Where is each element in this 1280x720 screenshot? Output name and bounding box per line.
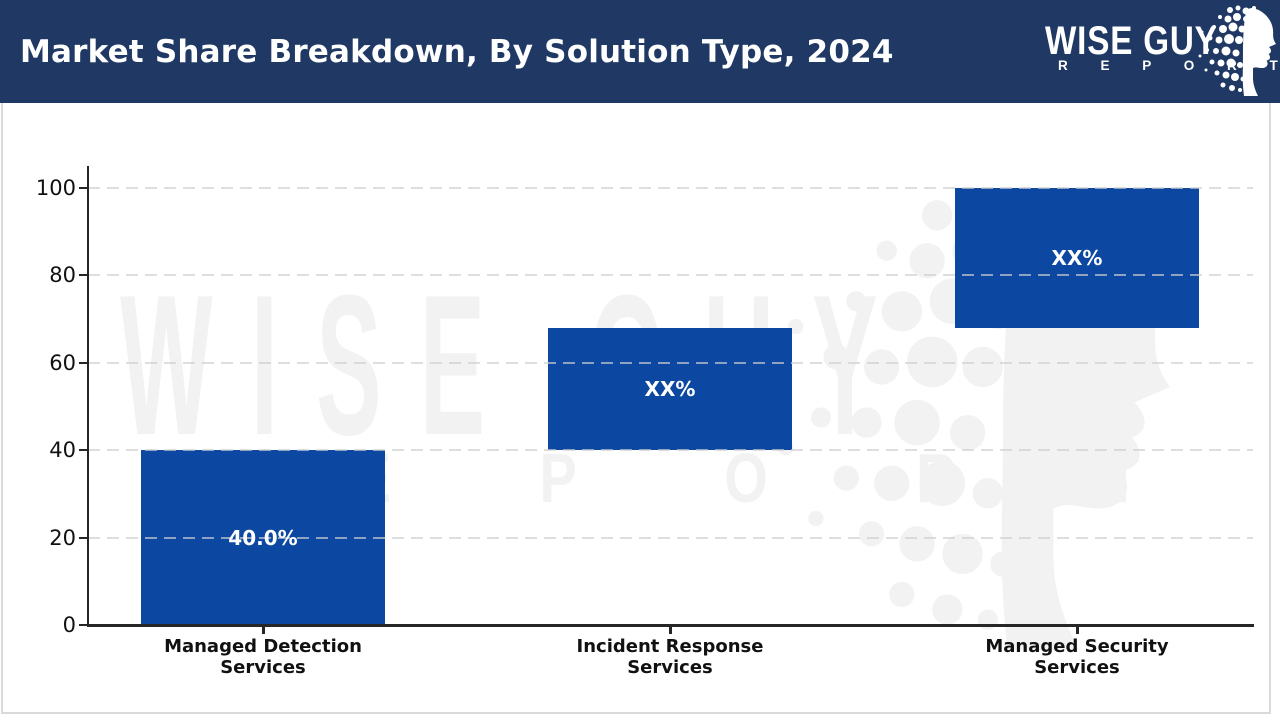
gridline xyxy=(88,187,1253,189)
y-tick xyxy=(79,274,87,277)
bar-value-label: XX% xyxy=(644,377,696,402)
logo-face-icon xyxy=(1198,5,1276,96)
chart-title: Market Share Breakdown, By Solution Type… xyxy=(20,33,894,70)
y-tick-label: 20 xyxy=(49,525,76,550)
y-tick-label: 100 xyxy=(35,176,76,200)
bar-segment xyxy=(548,327,792,451)
gridline xyxy=(88,361,1253,364)
y-tick xyxy=(79,187,87,189)
y-tick-label: 0 xyxy=(62,613,76,637)
header-bar: Market Share Breakdown, By Solution Type… xyxy=(0,0,1280,103)
x-axis-line xyxy=(86,624,1254,627)
bar-value-label: XX% xyxy=(1051,245,1103,270)
x-tick xyxy=(1076,626,1079,634)
y-tick-label: 60 xyxy=(49,350,76,375)
x-tick xyxy=(262,626,265,634)
y-tick xyxy=(79,361,87,364)
y-tick xyxy=(79,624,87,626)
y-tick xyxy=(79,449,87,452)
logo-wordmark: WISE GUY xyxy=(1045,19,1218,63)
gridline xyxy=(88,449,1253,452)
gridline xyxy=(88,536,1253,539)
y-tick-label: 80 xyxy=(49,263,76,288)
gridline xyxy=(88,274,1253,277)
x-category-label: Incident Response Services xyxy=(576,636,764,678)
y-axis-line xyxy=(86,166,89,626)
x-tick xyxy=(669,626,672,634)
y-tick-label: 40 xyxy=(49,438,76,463)
x-category-label: Managed Security Services xyxy=(985,636,1169,678)
x-category-label: Managed Detection Services xyxy=(164,636,362,678)
bar-value-label: 40.0% xyxy=(228,525,298,550)
logo-subtitle: R E P O R T S xyxy=(1058,58,1280,73)
y-tick xyxy=(79,536,87,539)
